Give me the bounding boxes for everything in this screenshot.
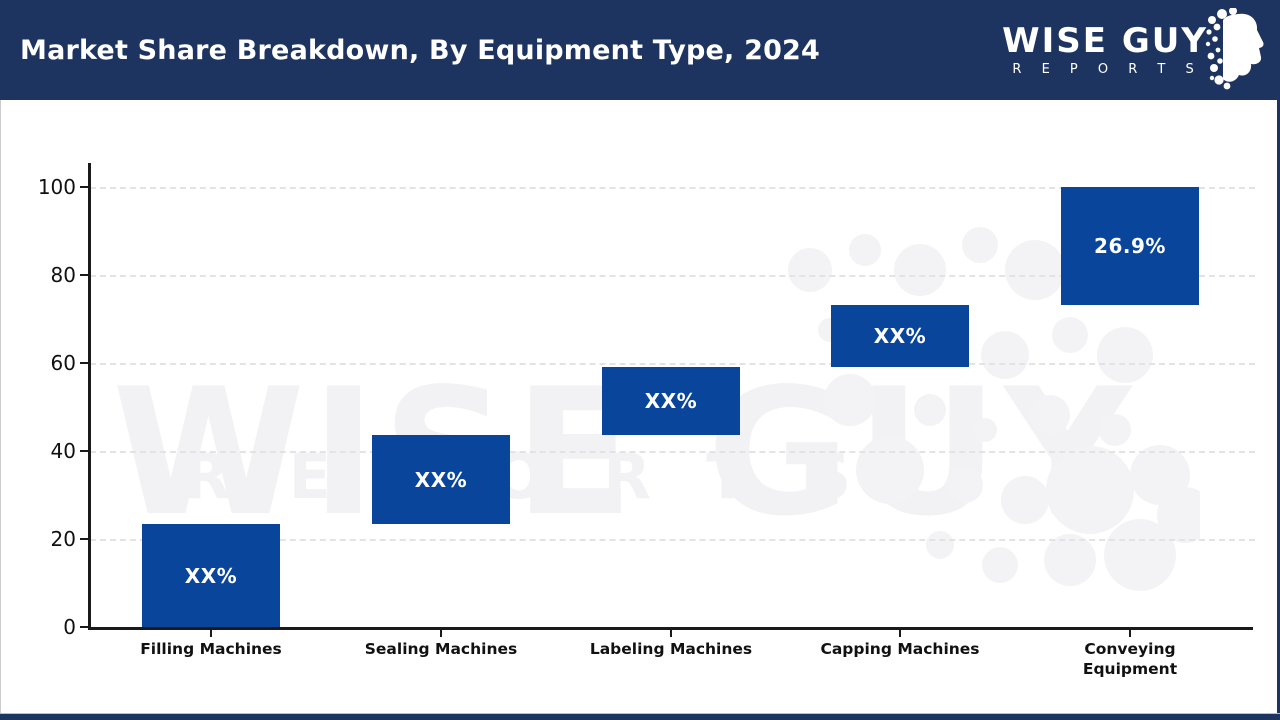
footer-bar: [0, 713, 1280, 720]
y-tick-label: 20: [50, 527, 76, 551]
dotted-face-profile-icon: [1205, 8, 1264, 90]
x-tick-mark: [210, 630, 212, 637]
x-tick-mark: [899, 630, 901, 637]
bar-labeling-machines: XX%: [602, 366, 740, 436]
y-tick-mark: [80, 362, 88, 364]
brand-subtitle: R E P O R T S: [1012, 61, 1202, 77]
y-tick-mark: [80, 186, 88, 188]
y-tick-label: 60: [50, 351, 76, 375]
gridline-20: [90, 539, 1255, 541]
y-tick-mark: [80, 538, 88, 540]
x-tick-label-conveying: Conveying Equipment: [1082, 640, 1178, 678]
bar-value-label: XX%: [873, 323, 927, 348]
y-tick-label: 80: [50, 263, 76, 287]
x-tick-label-labeling: Labeling Machines: [589, 640, 753, 658]
header-banner: Market Share Breakdown, By Equipment Typ…: [0, 0, 1280, 100]
brand-name: WISE GUY: [1002, 20, 1208, 61]
gridline-40: [90, 451, 1255, 453]
x-tick-mark: [440, 630, 442, 637]
gridline-100: [90, 187, 1255, 189]
y-tick-mark: [80, 274, 88, 276]
y-tick-mark: [80, 450, 88, 452]
x-tick-label-sealing: Sealing Machines: [364, 640, 518, 658]
x-tick-mark: [670, 630, 672, 637]
bar-value-label: 26.9%: [1094, 234, 1166, 259]
brand-logo: WISE GUY R E P O R T S: [1002, 0, 1266, 100]
bar-value-label: XX%: [184, 563, 238, 588]
x-tick-label-filling: Filling Machines: [140, 640, 282, 658]
bar-conveying-equipment: 26.9%: [1061, 187, 1199, 306]
y-tick-label: 0: [63, 615, 76, 639]
y-tick-label: 100: [37, 175, 76, 199]
left-page-border: [0, 100, 1, 713]
y-tick-mark: [80, 626, 88, 628]
x-axis-line: [88, 627, 1253, 630]
gridline-60: [90, 363, 1255, 365]
brand-logo-text: WISE GUY R E P O R T S: [1002, 24, 1208, 77]
x-tick-label-capping: Capping Machines: [820, 640, 980, 658]
right-page-border: [1277, 0, 1280, 720]
y-axis-line: [88, 163, 91, 629]
bar-filling-machines: XX%: [142, 524, 280, 627]
y-tick-label: 40: [50, 439, 76, 463]
x-tick-mark: [1129, 630, 1131, 637]
bar-value-label: XX%: [644, 389, 698, 414]
gridline-80: [90, 275, 1255, 277]
page-title: Market Share Breakdown, By Equipment Typ…: [20, 34, 821, 66]
waterfall-chart: WISE GUY REPORTS: [0, 100, 1277, 713]
bar-value-label: XX%: [414, 467, 468, 492]
watermark-dotted-face-icon: [788, 227, 1200, 591]
bar-sealing-machines: XX%: [372, 435, 510, 525]
bar-capping-machines: XX%: [831, 304, 969, 367]
